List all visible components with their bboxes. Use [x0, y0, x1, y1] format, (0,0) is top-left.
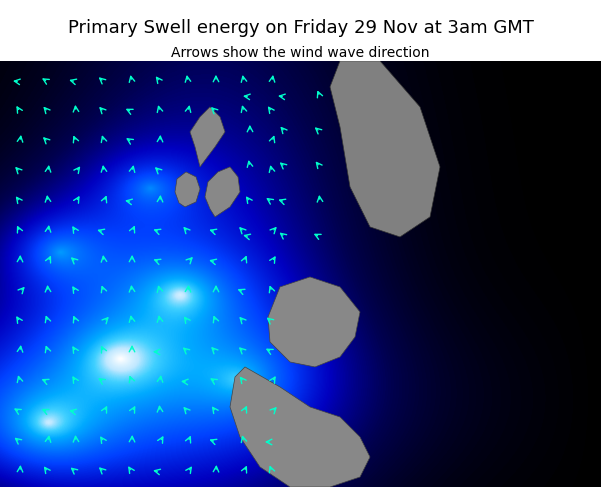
Polygon shape: [205, 167, 240, 217]
Text: Primary Swell energy on Friday 29 Nov at 3am GMT: Primary Swell energy on Friday 29 Nov at…: [67, 19, 534, 37]
Polygon shape: [190, 107, 225, 167]
Text: Arrows show the wind wave direction: Arrows show the wind wave direction: [171, 46, 430, 60]
Polygon shape: [230, 367, 370, 487]
Polygon shape: [268, 277, 360, 367]
Polygon shape: [330, 61, 440, 237]
Polygon shape: [175, 172, 200, 207]
